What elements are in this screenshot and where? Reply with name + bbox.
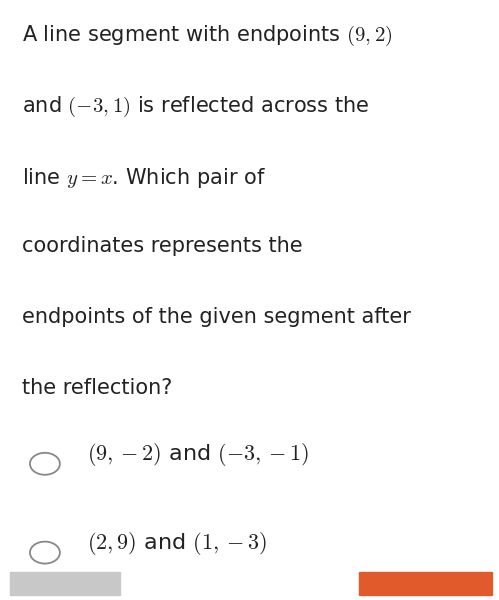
Text: A line segment with endpoints $(9, 2)$: A line segment with endpoints $(9, 2)$ [22,24,393,48]
Text: endpoints of the given segment after: endpoints of the given segment after [22,307,411,327]
Text: the reflection?: the reflection? [22,378,173,398]
Text: $(2, 9)$ and $(1, -3)$: $(2, 9)$ and $(1, -3)$ [87,530,267,557]
Text: coordinates represents the: coordinates represents the [22,236,303,256]
Text: line $y = x$. Which pair of: line $y = x$. Which pair of [22,166,266,190]
Text: $(9, -2)$ and $(-3, -1)$: $(9, -2)$ and $(-3, -1)$ [87,441,310,468]
Bar [359,572,492,595]
Bar [10,572,120,595]
Text: and $(-3, 1)$ is reflected across the: and $(-3, 1)$ is reflected across the [22,95,370,119]
